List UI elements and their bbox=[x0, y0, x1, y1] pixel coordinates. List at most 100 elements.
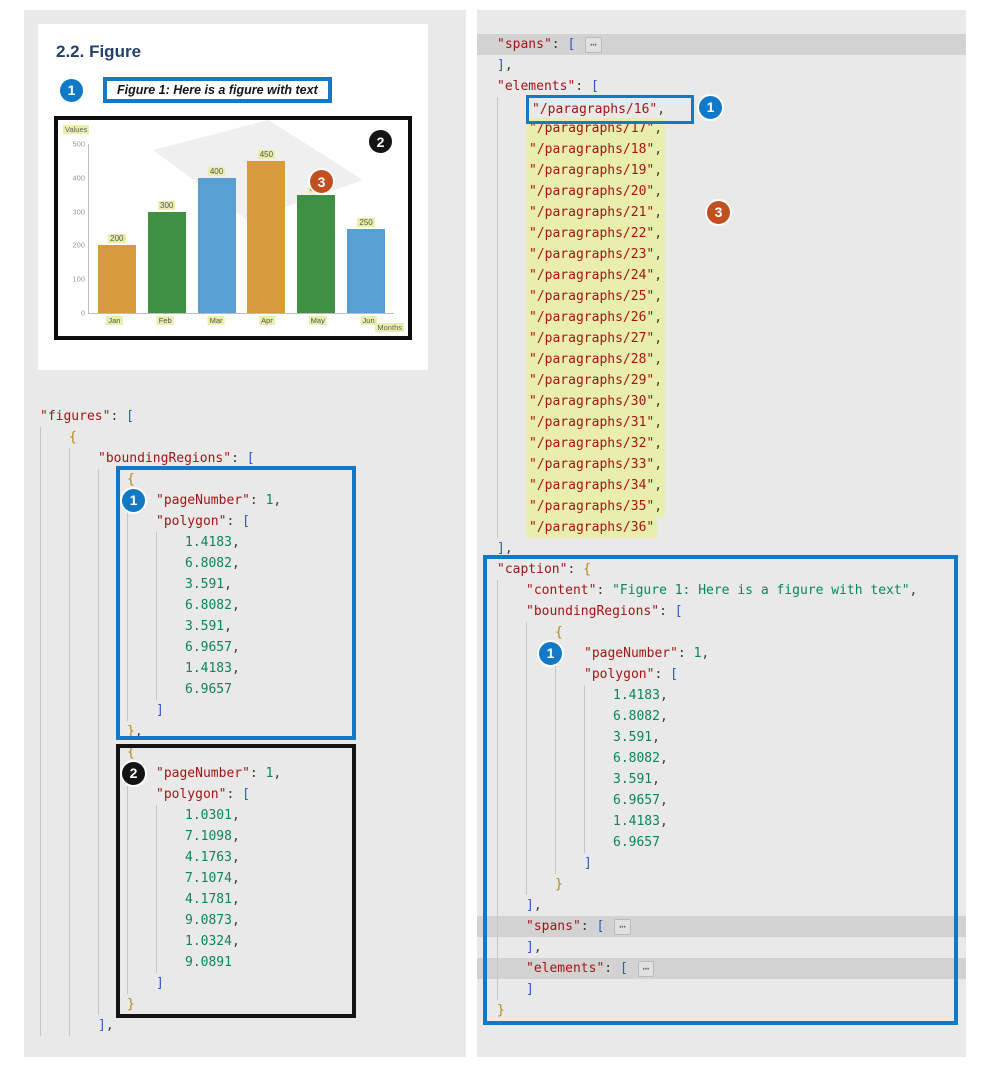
code-token: "/paragraphs/33" bbox=[529, 457, 655, 472]
code-line: 4.1781, bbox=[24, 889, 466, 910]
code-text: "polygon": [ bbox=[584, 664, 678, 685]
code-line: 6.8082, bbox=[477, 748, 966, 769]
indent-guide bbox=[40, 868, 69, 889]
indent-guide bbox=[127, 574, 156, 595]
code-token: "/paragraphs/20" bbox=[529, 184, 655, 199]
bar-column: 250 bbox=[344, 144, 388, 313]
indent-guide bbox=[69, 868, 98, 889]
code-token: [ bbox=[242, 514, 250, 529]
code-token: , bbox=[654, 436, 663, 451]
left-panel: 2.2. Figure 1 Figure 1: Here is a figure… bbox=[24, 10, 466, 1057]
caption-row: 1 Figure 1: Here is a figure with text bbox=[58, 74, 412, 106]
code-token: : bbox=[551, 37, 568, 52]
code-text: 1.0301, bbox=[185, 805, 240, 826]
indent-guide bbox=[497, 181, 526, 202]
indent-guide bbox=[98, 826, 127, 847]
indent-guide bbox=[127, 868, 156, 889]
code-line: ] bbox=[477, 979, 966, 1000]
indent-guide bbox=[584, 748, 613, 769]
code-text: { bbox=[555, 622, 563, 643]
code-token: , bbox=[659, 709, 668, 724]
code-token: "polygon" bbox=[156, 514, 227, 529]
indent-guide bbox=[526, 664, 555, 685]
code-token: "/paragraphs/16" bbox=[532, 102, 658, 117]
bar bbox=[147, 211, 186, 313]
code-token: , bbox=[105, 1018, 114, 1033]
code-line: "polygon": [ bbox=[24, 511, 466, 532]
code-text: "/paragraphs/35", bbox=[526, 496, 666, 517]
code-token: : bbox=[580, 919, 597, 934]
code-line: "/paragraphs/36" bbox=[477, 517, 966, 538]
section-heading: 2.2. Figure bbox=[56, 42, 142, 61]
code-token: 1.0324 bbox=[185, 934, 232, 949]
code-line: "/paragraphs/22", bbox=[477, 223, 966, 244]
bar-column: 400 bbox=[195, 144, 239, 313]
callout-badge-1: 1 bbox=[537, 640, 564, 667]
code-text: "spans": [ ⋯ bbox=[497, 34, 602, 55]
callout-badge-2: 2 bbox=[120, 760, 147, 787]
code-token: "/paragraphs/22" bbox=[529, 226, 655, 241]
code-token: , bbox=[652, 772, 660, 787]
indent-guide bbox=[98, 511, 127, 532]
code-line: ] bbox=[24, 700, 466, 721]
indent-guide bbox=[69, 700, 98, 721]
code-token: "/paragraphs/18" bbox=[529, 142, 655, 157]
code-line: 1.4183, bbox=[24, 532, 466, 553]
code-text: 3.591, bbox=[185, 574, 232, 595]
code-token: , bbox=[533, 898, 542, 913]
indent-guide bbox=[497, 286, 526, 307]
y-tick-label: 300 bbox=[72, 207, 85, 217]
code-token: 6.9657 bbox=[185, 640, 232, 655]
code-token: } bbox=[497, 1003, 505, 1018]
figures-json-code: "figures": [{"boundingRegions": [{"pageN… bbox=[24, 406, 466, 1046]
indent-guide bbox=[127, 658, 156, 679]
indent-guide bbox=[127, 637, 156, 658]
indent-guide bbox=[555, 727, 584, 748]
indent-guide bbox=[69, 511, 98, 532]
indent-guide bbox=[127, 553, 156, 574]
indent-guide bbox=[584, 832, 613, 853]
indent-guide bbox=[98, 658, 127, 679]
indent-guide bbox=[555, 685, 584, 706]
code-text: "pageNumber": 1, bbox=[156, 763, 281, 784]
code-text: ] bbox=[156, 973, 164, 994]
indent-guide bbox=[156, 826, 185, 847]
indent-guide bbox=[98, 700, 127, 721]
code-token: "/paragraphs/31" bbox=[529, 415, 655, 430]
code-token: 3.591 bbox=[185, 577, 225, 592]
code-line: 7.1098, bbox=[24, 826, 466, 847]
code-token: "/paragraphs/21" bbox=[529, 205, 655, 220]
bar bbox=[297, 194, 336, 313]
code-text: 4.1781, bbox=[185, 889, 240, 910]
code-line: 3.591, bbox=[477, 769, 966, 790]
code-token: 1 bbox=[265, 766, 274, 781]
indent-guide bbox=[98, 595, 127, 616]
code-token: 1 bbox=[265, 493, 274, 508]
code-line: 6.9657 bbox=[24, 679, 466, 700]
indent-guide bbox=[69, 973, 98, 994]
code-text: "/paragraphs/18", bbox=[526, 139, 666, 160]
code-token: , bbox=[231, 913, 240, 928]
indent-guide bbox=[127, 679, 156, 700]
indent-guide bbox=[497, 916, 526, 937]
indent-guide bbox=[497, 979, 526, 1000]
indent-guide bbox=[69, 532, 98, 553]
code-token: , bbox=[654, 310, 663, 325]
indent-guide bbox=[40, 679, 69, 700]
indent-guide bbox=[127, 784, 156, 805]
code-text: ] bbox=[156, 700, 164, 721]
code-token: 6.8082 bbox=[185, 556, 232, 571]
code-line: 6.9657, bbox=[24, 637, 466, 658]
code-token: , bbox=[231, 934, 240, 949]
indent-guide bbox=[584, 727, 613, 748]
code-token: , bbox=[231, 661, 240, 676]
code-token: , bbox=[654, 205, 663, 220]
indent-guide bbox=[40, 826, 69, 847]
y-axis-title: Values bbox=[63, 125, 90, 134]
code-line: "boundingRegions": [ bbox=[24, 448, 466, 469]
indent-guide bbox=[98, 553, 127, 574]
indent-guide bbox=[69, 637, 98, 658]
indent-guide bbox=[98, 469, 127, 490]
code-text: "/paragraphs/30", bbox=[526, 391, 666, 412]
indent-guide bbox=[584, 769, 613, 790]
